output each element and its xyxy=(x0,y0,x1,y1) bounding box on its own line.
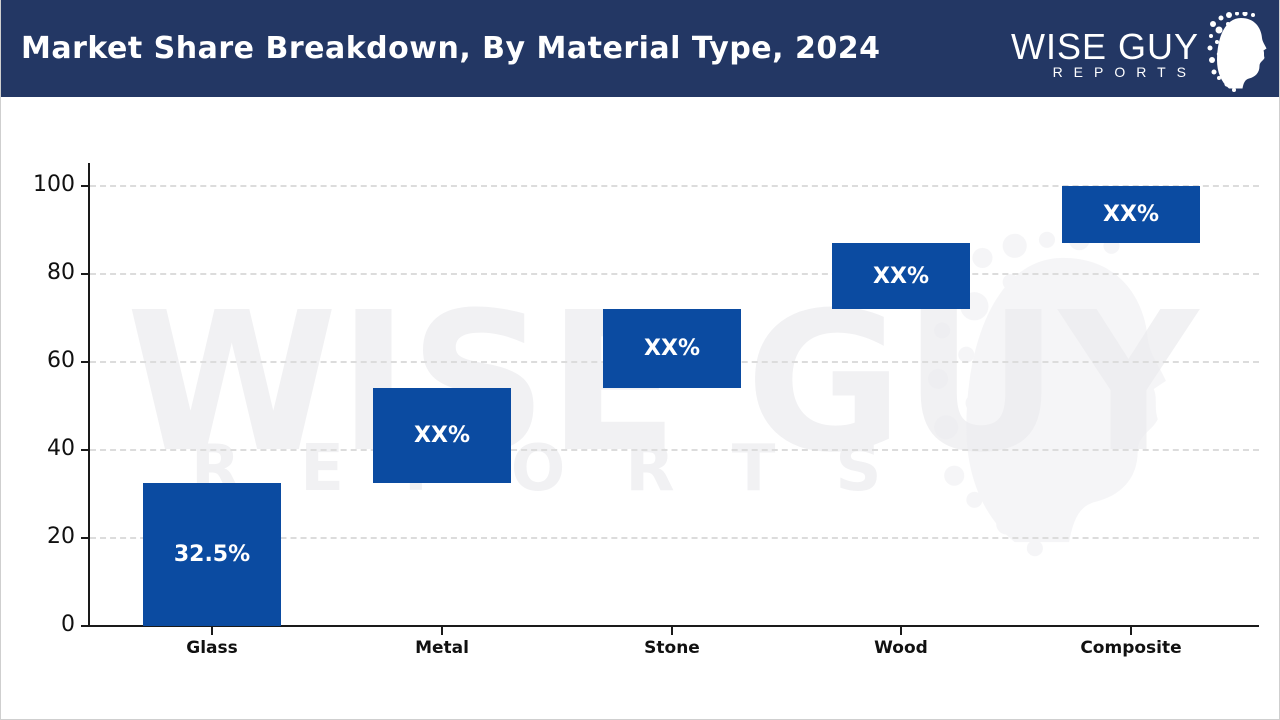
x-tick-label-stone: Stone xyxy=(644,638,700,658)
bar-value-label: XX% xyxy=(414,423,470,449)
logo-head-icon xyxy=(1207,12,1267,92)
bar-composite: XX% xyxy=(1062,186,1200,244)
y-tick-mark xyxy=(81,273,90,275)
x-tick-mark xyxy=(441,627,443,635)
y-tick-label: 80 xyxy=(47,260,75,285)
bar-value-label: XX% xyxy=(644,336,700,362)
page-title: Market Share Breakdown, By Material Type… xyxy=(21,31,881,66)
x-axis-line xyxy=(88,625,1259,627)
y-tick-label: 60 xyxy=(47,348,75,373)
brand-logo: WISE GUY REPORTS xyxy=(1011,8,1269,92)
x-tick-mark xyxy=(211,627,213,635)
x-tick-label-composite: Composite xyxy=(1080,638,1182,658)
y-tick-mark xyxy=(81,449,90,451)
y-axis-line xyxy=(88,163,90,627)
gridline-y-100 xyxy=(90,185,1259,187)
x-tick-label-wood: Wood xyxy=(874,638,928,658)
x-tick-mark xyxy=(900,627,902,635)
bar-metal: XX% xyxy=(373,388,511,483)
y-tick-mark xyxy=(81,361,90,363)
logo-wordmark: WISE GUY xyxy=(1010,26,1199,67)
watermark-head-icon xyxy=(928,229,1166,557)
bar-glass: 32.5% xyxy=(143,483,281,626)
x-tick-mark xyxy=(1130,627,1132,635)
x-tick-label-glass: Glass xyxy=(186,638,238,658)
bar-value-label: XX% xyxy=(1103,202,1159,228)
x-tick-mark xyxy=(671,627,673,635)
y-tick-mark xyxy=(81,537,90,539)
header-bar: Market Share Breakdown, By Material Type… xyxy=(1,0,1279,97)
gridline-y-80 xyxy=(90,273,1259,275)
gridline-y-20 xyxy=(90,537,1259,539)
bar-wood: XX% xyxy=(832,243,970,310)
y-tick-mark xyxy=(81,625,90,627)
gridline-y-40 xyxy=(90,449,1259,451)
x-tick-label-metal: Metal xyxy=(415,638,469,658)
y-tick-label: 20 xyxy=(47,524,75,549)
bar-stone: XX% xyxy=(603,309,741,389)
y-tick-label: 100 xyxy=(33,172,75,197)
bar-value-label: 32.5% xyxy=(173,542,251,567)
y-tick-label: 40 xyxy=(47,436,75,461)
logo-subtext: REPORTS xyxy=(1052,64,1197,80)
y-tick-mark xyxy=(81,185,90,187)
y-tick-label: 0 xyxy=(61,612,75,637)
bar-value-label: XX% xyxy=(873,263,929,289)
watermark-reports-text: REPORTS xyxy=(191,432,942,506)
